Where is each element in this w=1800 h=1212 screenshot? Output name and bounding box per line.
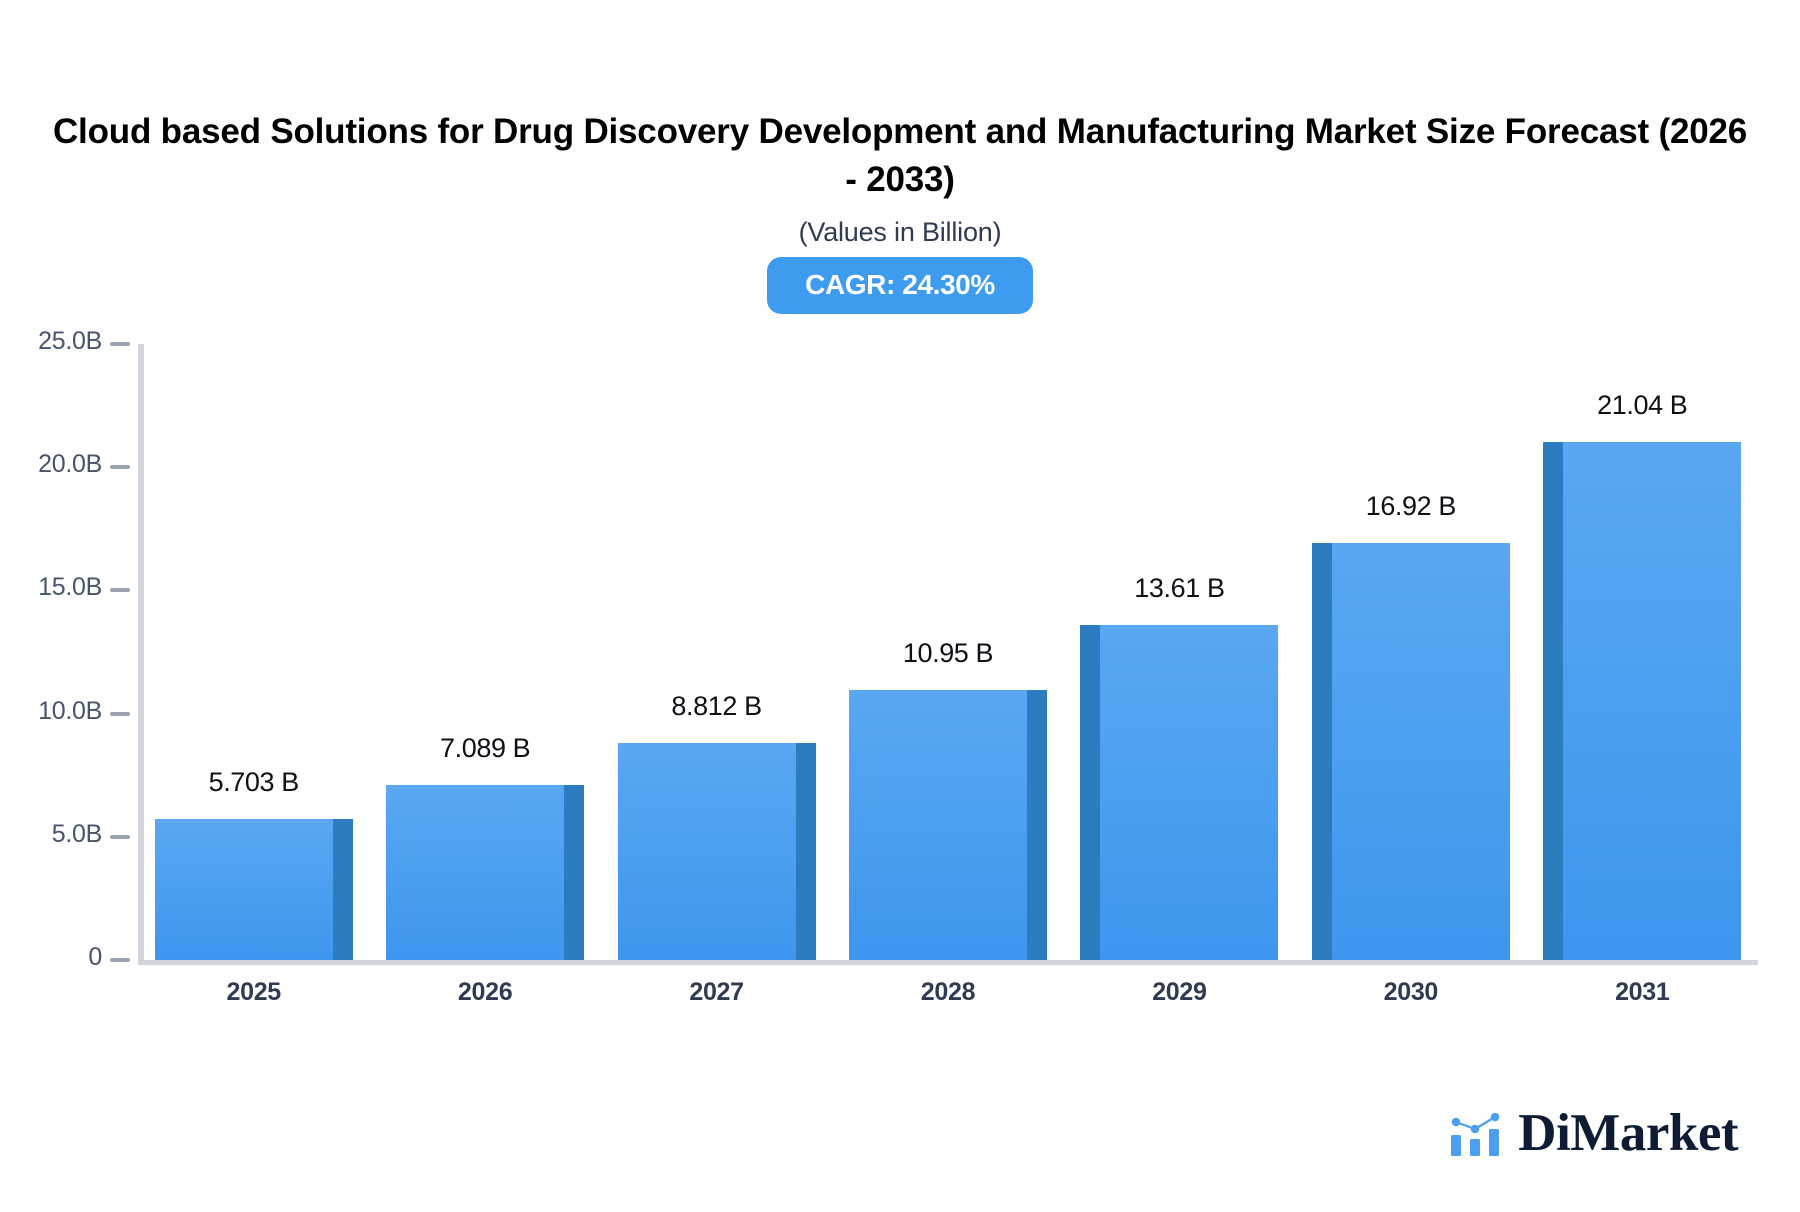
bar-2030[interactable] [1311, 330, 1510, 960]
bar-top-bevel [1311, 543, 1332, 553]
bar-2029[interactable] [1080, 330, 1279, 960]
y-axis-tick-label: 0 [88, 943, 102, 971]
bar-top-bevel [1080, 624, 1101, 634]
bar-side-shadow [795, 751, 816, 960]
bar-chart-logo-icon [1451, 1112, 1500, 1156]
chart-plot-area: 0 5.0B 10.0B 15.0B 20.0B 25.0B 5.703 B 7.089 B… [0, 327, 1800, 1006]
bar-value-label: 7.089 B [440, 733, 531, 764]
bar-body [154, 819, 353, 960]
bar-side-shadow [1311, 552, 1332, 960]
x-axis-label-2026: 2026 [457, 978, 513, 1006]
bar-face [1100, 624, 1279, 960]
bar-side-shadow [1543, 450, 1564, 960]
bar-face [1563, 441, 1742, 960]
y-axis-tick-mark [110, 588, 130, 593]
bar-2027[interactable] [617, 330, 816, 960]
bar-top-bevel [1027, 690, 1047, 700]
x-axis-label-2025: 2025 [226, 978, 281, 1006]
bar-face [154, 819, 333, 960]
x-axis-label-2029: 2029 [1152, 978, 1207, 1006]
x-axis-label-2031: 2031 [1615, 978, 1670, 1006]
bar-face [386, 785, 565, 960]
bar-face [849, 690, 1027, 960]
bar-body [1543, 441, 1742, 960]
bar-2031[interactable] [1543, 330, 1742, 960]
y-axis-tick-label: 20.0B [38, 450, 102, 479]
bar-side-shadow [1080, 633, 1101, 960]
cagr-badge: CAGR: 24.30% [767, 257, 1033, 315]
bar-body [849, 690, 1047, 960]
y-axis-tick-mark [110, 465, 130, 470]
page-title: Cloud based Solutions for Drug Discovery… [52, 112, 1748, 199]
bar-side-shadow [332, 828, 353, 960]
bar-series: 5.703 B 7.089 B 8.812 B 10.95 B 13.61 B 16.92… [138, 330, 1758, 965]
bar-value-label: 5.703 B [208, 767, 300, 798]
bar-top-bevel [1543, 441, 1564, 451]
bar-top-bevel [564, 785, 585, 795]
bar-body [386, 785, 585, 960]
bar-value-label: 16.92 B [1365, 491, 1457, 522]
y-axis-tick-mark [110, 958, 130, 962]
chart-header: Cloud based Solutions for Drug Discovery… [0, 0, 1800, 315]
x-axis-label-2030: 2030 [1383, 978, 1439, 1006]
brand-name: DiMarket [1518, 1104, 1738, 1162]
y-axis-tick-label: 15.0B [38, 573, 102, 602]
bar-body [617, 742, 816, 960]
brand-logo: DiMarket [1449, 1107, 1738, 1160]
bar-face [617, 742, 796, 960]
bar-value-label: 8.812 B [671, 690, 762, 721]
bar-body [1080, 624, 1279, 960]
y-axis-tick-label: 25.0B [38, 327, 102, 355]
y-axis-tick-label: 5.0B [51, 819, 103, 848]
bar-2025[interactable] [154, 330, 353, 960]
x-axis-label-2028: 2028 [920, 978, 976, 1006]
y-axis-tick-mark [110, 711, 130, 716]
y-axis-tick-mark [110, 342, 130, 346]
bar-side-shadow [564, 794, 585, 960]
bar-value-label: 10.95 B [902, 638, 994, 669]
x-axis-line [138, 960, 1758, 965]
bar-value-label: 21.04 B [1597, 389, 1688, 420]
bar-2026[interactable] [386, 330, 585, 960]
bar-body [1311, 543, 1510, 960]
bar-face [1331, 543, 1510, 960]
y-axis-tick-label: 10.0B [38, 696, 102, 725]
bar-top-bevel [795, 742, 816, 752]
bar-2028[interactable] [849, 330, 1047, 960]
y-axis-tick-mark [110, 834, 130, 839]
bar-side-shadow [1027, 699, 1047, 960]
chart-subtitle: (Values in Billion) [798, 217, 1002, 248]
x-axis-label-2027: 2027 [689, 978, 744, 1006]
bar-top-bevel [332, 819, 353, 829]
y-axis-line [138, 344, 144, 964]
bar-value-label: 13.61 B [1134, 572, 1225, 603]
